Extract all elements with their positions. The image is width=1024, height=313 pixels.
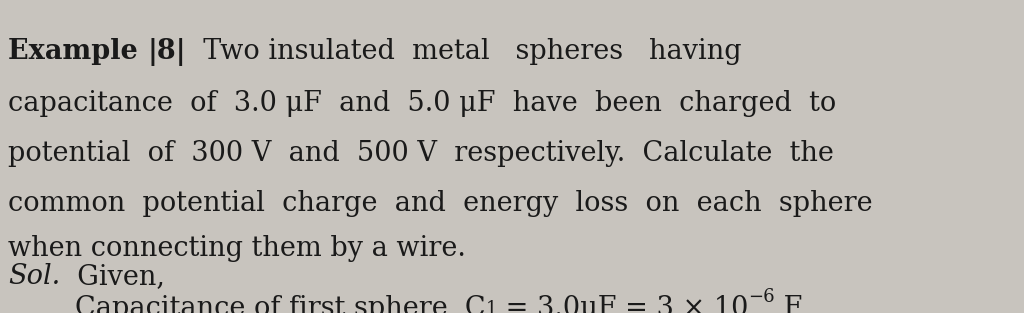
Text: Two insulated  metal   spheres   having: Two insulated metal spheres having — [186, 38, 741, 65]
Text: Given,: Given, — [60, 263, 165, 290]
Text: Example: Example — [8, 38, 147, 65]
Text: F: F — [775, 295, 803, 313]
Text: potential  of  300 V  and  500 V  respectively.  Calculate  the: potential of 300 V and 500 V respectivel… — [8, 140, 834, 167]
Text: −6: −6 — [749, 288, 775, 306]
Text: = 3.0μF = 3 × 10: = 3.0μF = 3 × 10 — [497, 295, 749, 313]
Text: Sol.: Sol. — [8, 263, 60, 290]
Text: common  potential  charge  and  energy  loss  on  each  sphere: common potential charge and energy loss … — [8, 190, 872, 217]
Text: 1: 1 — [485, 300, 497, 313]
Text: capacitance  of  3.0 μF  and  5.0 μF  have  been  charged  to: capacitance of 3.0 μF and 5.0 μF have be… — [8, 90, 837, 117]
Text: |8|: |8| — [147, 38, 186, 66]
Text: Capacitance of first sphere, C: Capacitance of first sphere, C — [75, 295, 485, 313]
Text: when connecting them by a wire.: when connecting them by a wire. — [8, 235, 466, 262]
